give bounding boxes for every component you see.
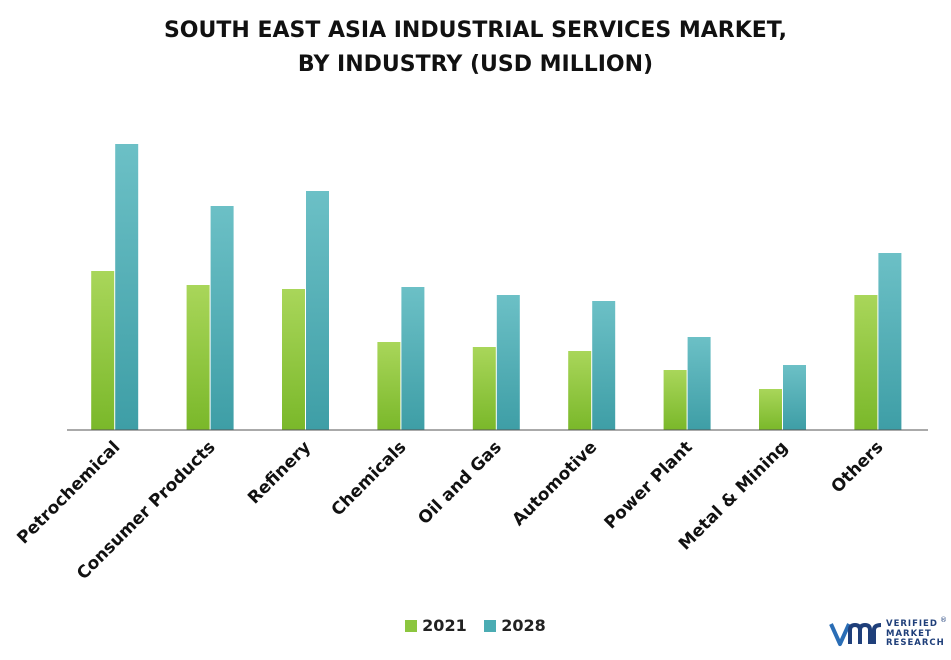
chart-title-line-1: SOUTH EAST ASIA INDUSTRIAL SERVICES MARK… xyxy=(163,18,788,43)
chart-title: SOUTH EAST ASIA INDUSTRIAL SERVICES MARK… xyxy=(0,14,951,82)
logo-line-3: RESEARCH xyxy=(886,638,945,648)
chart-title-line-2: BY INDUSTRY (USD MILLION) xyxy=(297,52,654,77)
logo-registered-mark: ® xyxy=(940,616,947,624)
legend-label-2028: 2028 xyxy=(501,616,546,635)
bar-2021-automotive xyxy=(568,351,592,430)
bar-2028-consumer-products xyxy=(210,206,234,430)
bar-2021-refinery xyxy=(282,289,305,430)
bar-2021-power-plant xyxy=(663,370,687,430)
x-tick-label-oil-and-gas: Oil and Gas xyxy=(414,437,505,528)
logo-brand-text: VERIFIED MARKET RESEARCH xyxy=(886,619,945,649)
bar-2021-consumer-products xyxy=(186,285,210,430)
bar-2028-refinery xyxy=(306,191,329,430)
legend-item-2021: 2021 xyxy=(405,616,467,635)
vmr-logo-mark-icon xyxy=(829,622,882,646)
bar-2028-chemicals xyxy=(401,287,425,430)
bars-group xyxy=(91,144,902,430)
bar-2028-others xyxy=(878,253,902,430)
logo-line-1: VERIFIED xyxy=(886,619,938,629)
bar-2028-oil-and-gas xyxy=(496,295,520,430)
x-tick-label-power-plant: Power Plant xyxy=(601,437,697,533)
x-tick-label-chemicals: Chemicals xyxy=(328,437,411,520)
x-tick-label-refinery: Refinery xyxy=(244,437,315,508)
legend-item-2028: 2028 xyxy=(484,616,546,635)
legend: 2021 2028 xyxy=(0,616,951,636)
bar-2028-power-plant xyxy=(687,337,711,430)
bar-2021-oil-and-gas xyxy=(472,347,496,430)
bar-2028-metal-mining xyxy=(783,365,806,430)
legend-swatch-2028 xyxy=(484,619,497,632)
bar-2021-chemicals xyxy=(377,342,401,430)
verified-market-research-logo: VERIFIED MARKET RESEARCH ® xyxy=(828,616,947,652)
bar-2021-metal-mining xyxy=(759,389,782,430)
bar-2028-automotive xyxy=(592,301,616,430)
logo-line-2: MARKET xyxy=(886,628,932,639)
legend-swatch-2021 xyxy=(405,619,418,632)
bar-2028-petrochemical xyxy=(115,144,139,430)
bar-2021-others xyxy=(854,295,878,430)
x-tick-label-others: Others xyxy=(828,437,888,497)
x-tick-label-petrochemical: Petrochemical xyxy=(13,437,124,548)
legend-label-2021: 2021 xyxy=(422,616,467,635)
x-tick-label-automotive: Automotive xyxy=(509,437,602,530)
bar-2021-petrochemical xyxy=(91,271,115,430)
